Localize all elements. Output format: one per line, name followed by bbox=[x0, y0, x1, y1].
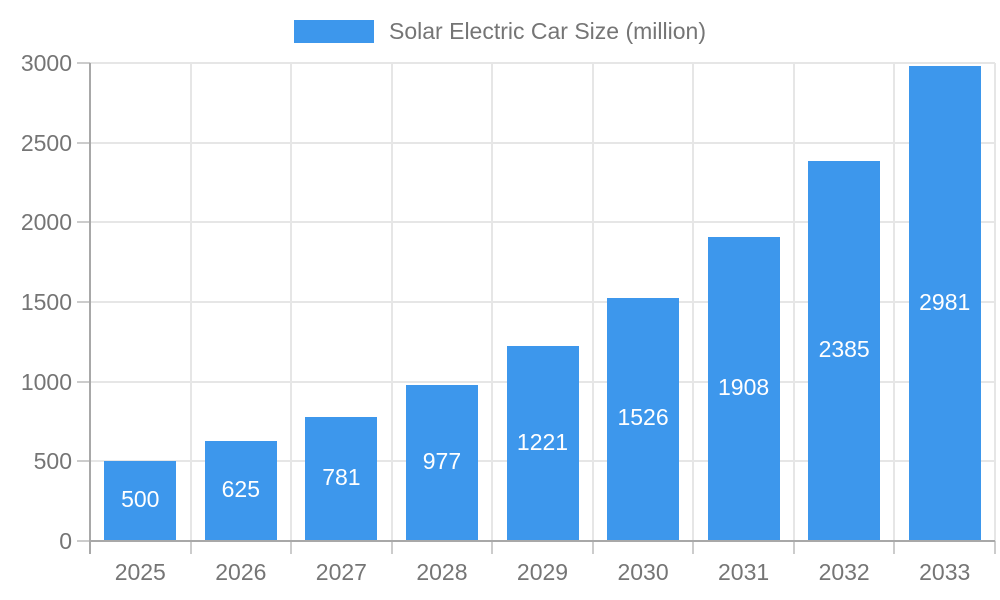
y-axis-tick-label: 2000 bbox=[20, 209, 72, 236]
plot-area: 500 625 781 977 1221 1526 1908 2385 2981 bbox=[90, 62, 996, 541]
v-gridline bbox=[994, 63, 996, 541]
x-axis-tick-label: 2028 bbox=[416, 559, 468, 585]
bar-2029[interactable] bbox=[506, 346, 579, 541]
x-tick bbox=[692, 541, 695, 554]
v-gridline bbox=[491, 63, 494, 541]
legend[interactable]: Solar Electric Car Size (million) bbox=[0, 19, 1000, 44]
legend-label: Solar Electric Car Size (million) bbox=[389, 18, 706, 44]
y-tick bbox=[77, 221, 90, 224]
y-tick bbox=[77, 540, 90, 542]
y-axis-tick-label: 1500 bbox=[20, 289, 72, 315]
x-tick bbox=[189, 541, 192, 554]
x-axis-tick-label: 2029 bbox=[516, 559, 569, 585]
bar-2028[interactable] bbox=[405, 385, 478, 541]
y-tick bbox=[77, 380, 90, 383]
x-tick bbox=[390, 541, 393, 554]
x-axis-tick-label: 2031 bbox=[718, 559, 770, 585]
bar-2026[interactable] bbox=[204, 441, 277, 541]
h-gridline bbox=[90, 221, 995, 224]
bar-2033[interactable] bbox=[908, 66, 981, 541]
legend-swatch bbox=[294, 20, 375, 43]
bar-value-label: 2385 bbox=[818, 335, 870, 362]
v-gridline bbox=[792, 63, 795, 541]
y-axis-tick-label: 3000 bbox=[20, 50, 72, 76]
bar-value-label: 977 bbox=[422, 448, 462, 475]
y-axis-line bbox=[89, 63, 91, 554]
bar-value-label: 625 bbox=[221, 476, 261, 503]
y-tick bbox=[77, 141, 90, 144]
y-tick bbox=[77, 62, 90, 64]
bar-2027[interactable] bbox=[305, 416, 378, 541]
x-axis-tick-label: 2027 bbox=[315, 559, 367, 585]
x-tick bbox=[591, 541, 594, 554]
bar-value-label: 1221 bbox=[516, 428, 569, 455]
x-tick bbox=[893, 541, 896, 554]
bar-2032[interactable] bbox=[808, 160, 881, 541]
x-tick bbox=[792, 541, 795, 554]
h-gridline bbox=[90, 301, 995, 303]
x-axis-tick-label: 2025 bbox=[114, 559, 166, 585]
x-axis-tick-label: 2030 bbox=[617, 559, 669, 585]
v-gridline bbox=[290, 63, 293, 541]
x-tick bbox=[491, 541, 494, 554]
v-gridline bbox=[692, 63, 695, 541]
y-axis-tick-label: 2500 bbox=[20, 129, 72, 156]
y-axis-tick-label: 1000 bbox=[20, 368, 72, 395]
bar-value-label: 781 bbox=[322, 463, 361, 490]
h-gridline bbox=[90, 62, 995, 64]
v-gridline bbox=[189, 63, 192, 541]
x-axis-tick-label: 2026 bbox=[215, 559, 267, 585]
bar-2031[interactable] bbox=[707, 236, 780, 541]
x-axis-tick-label: 2032 bbox=[818, 559, 870, 585]
h-gridline bbox=[90, 141, 995, 144]
bar-2030[interactable] bbox=[607, 297, 680, 541]
v-gridline bbox=[591, 63, 594, 541]
x-axis-tick-label: 2033 bbox=[919, 559, 971, 585]
bar-value-label: 1908 bbox=[718, 373, 770, 400]
x-tick bbox=[994, 541, 996, 554]
y-tick bbox=[77, 301, 90, 303]
x-axis-line bbox=[90, 540, 995, 542]
y-axis-tick-label: 500 bbox=[33, 448, 72, 475]
v-gridline bbox=[390, 63, 393, 541]
bar-value-label: 2981 bbox=[919, 288, 971, 315]
y-tick bbox=[77, 460, 90, 463]
x-tick bbox=[290, 541, 293, 554]
bar-value-label: 1526 bbox=[617, 404, 669, 431]
v-gridline bbox=[893, 63, 896, 541]
bar-value-label: 500 bbox=[121, 486, 160, 513]
bar-2025[interactable] bbox=[104, 461, 177, 541]
y-axis-tick-label: 0 bbox=[59, 528, 72, 554]
